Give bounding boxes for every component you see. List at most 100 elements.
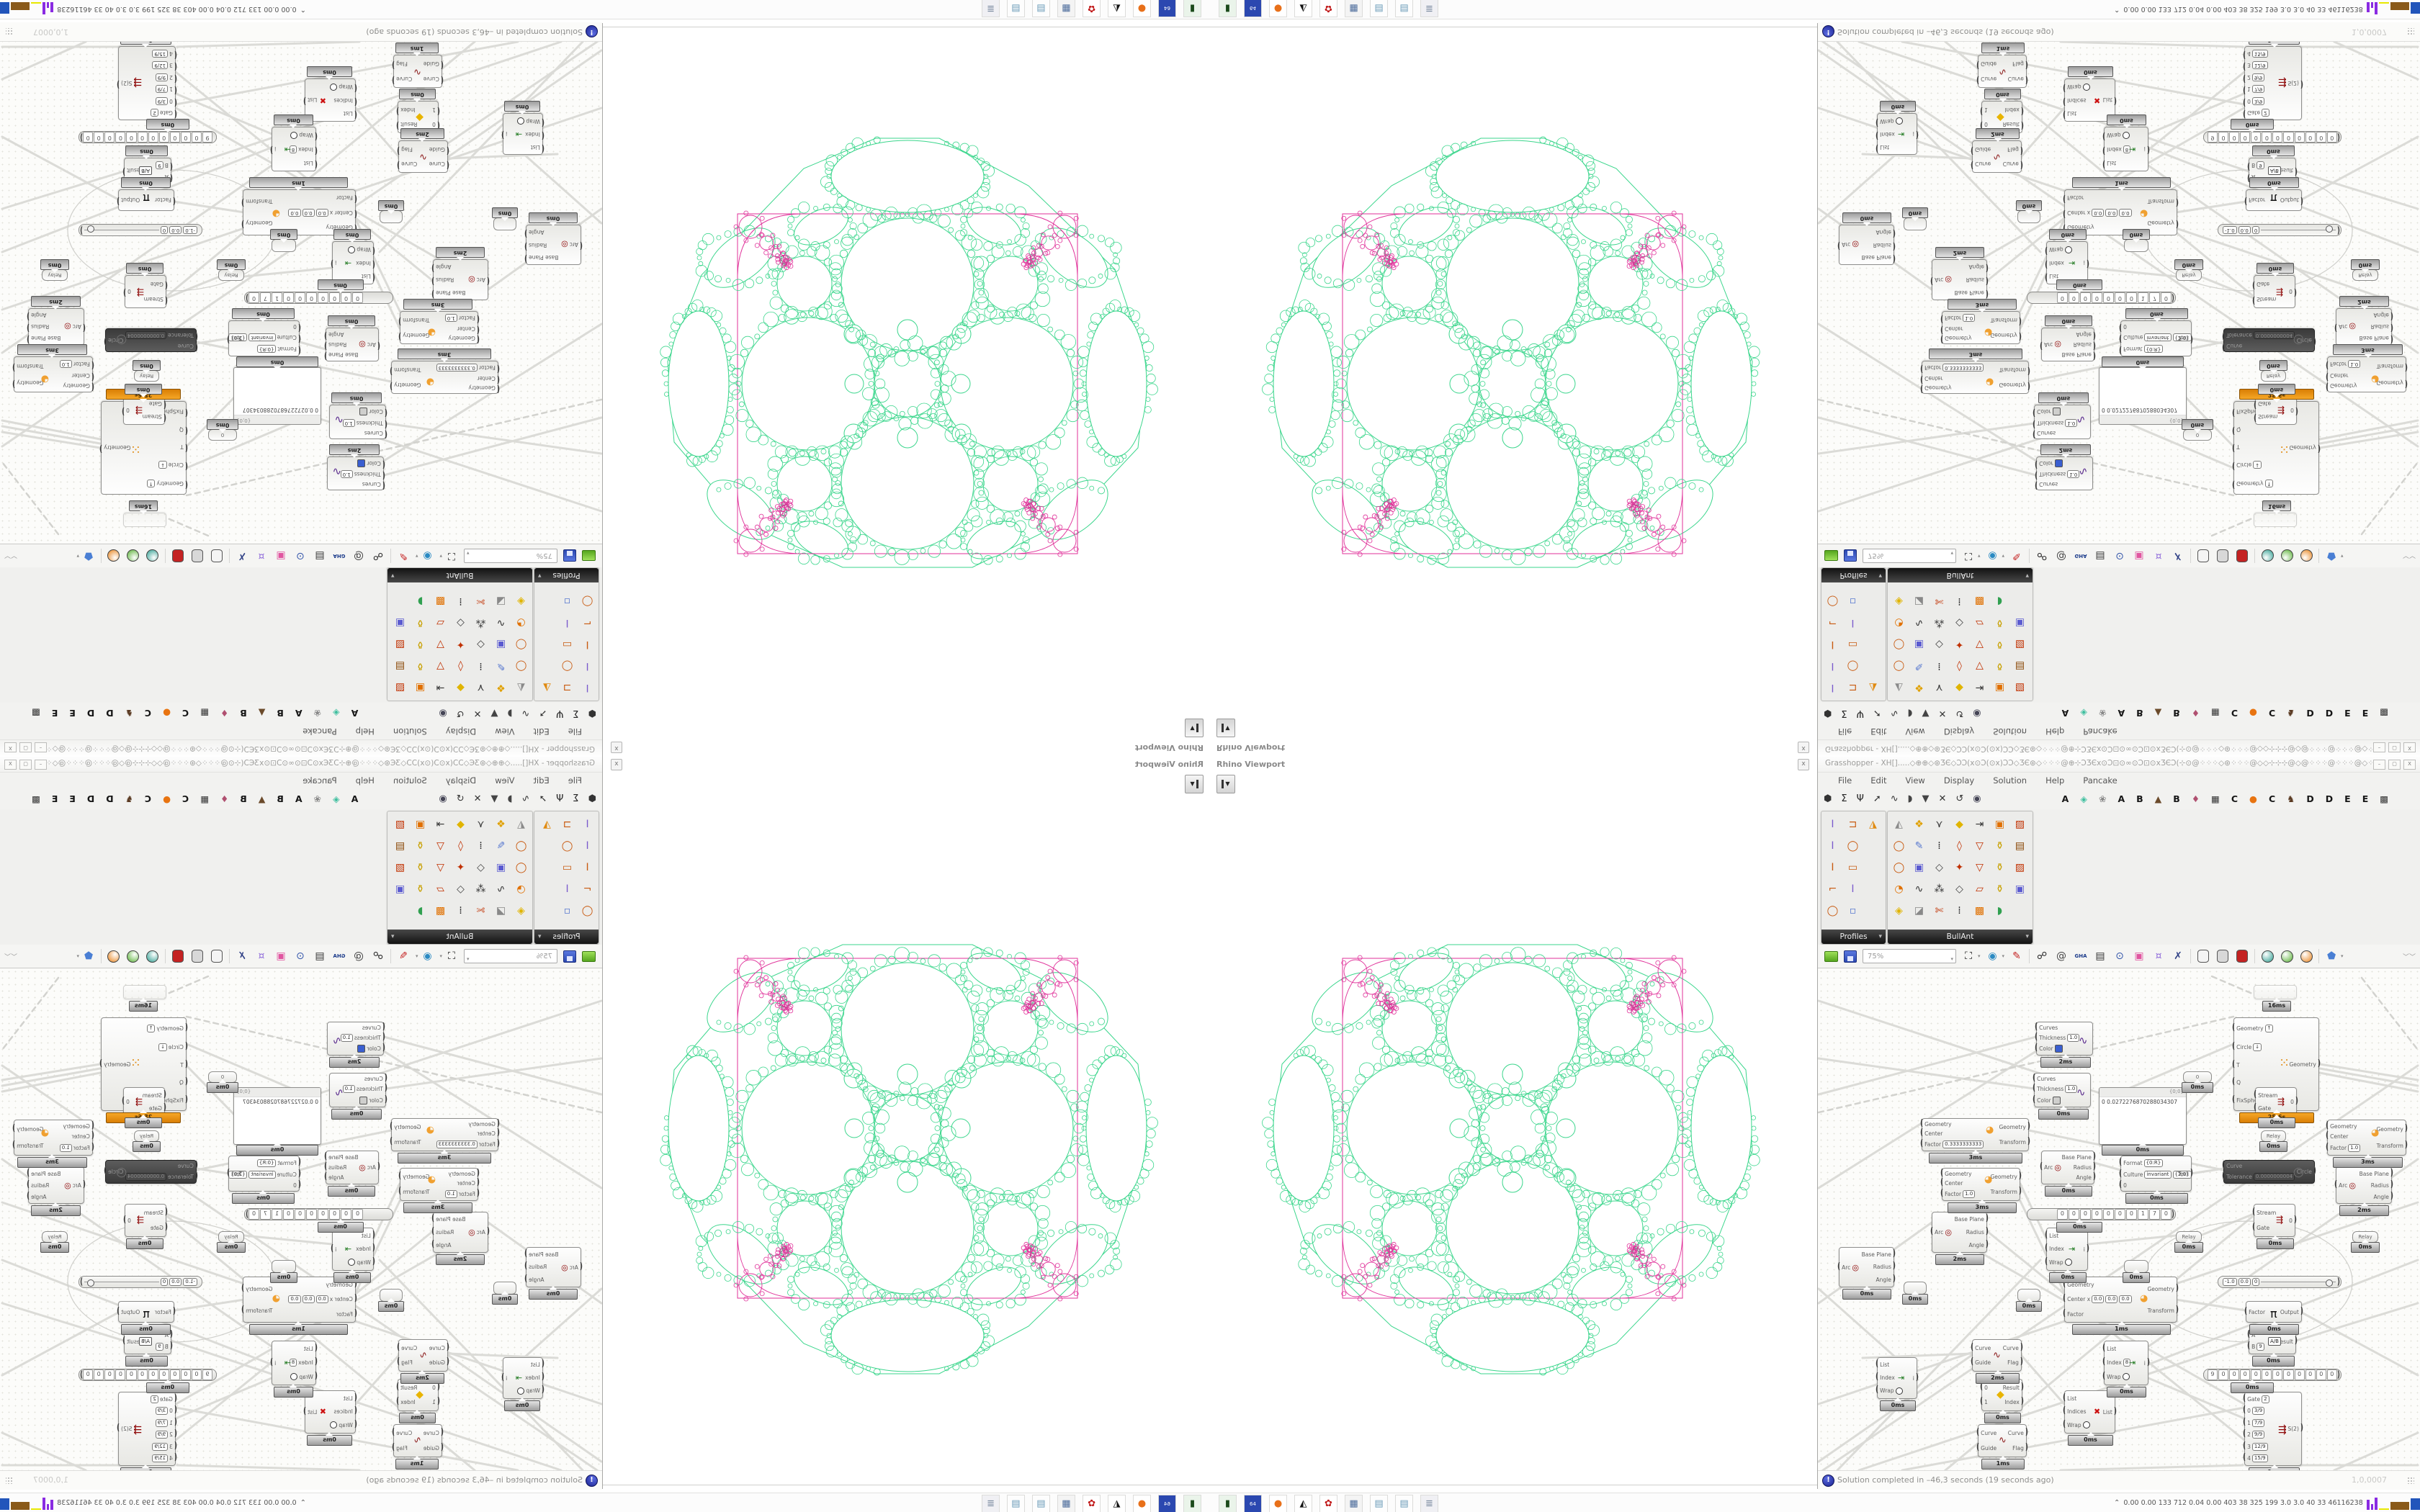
component-icon[interactable]: ◔ xyxy=(1894,883,1904,895)
input-grip[interactable]: ( xyxy=(382,469,385,480)
plugin-tab-7[interactable]: ♦ xyxy=(220,708,229,719)
deconstruct-arc-1[interactable]: (Arc ◎ Base Plane) Radius) Angle) xyxy=(2040,1151,2096,1184)
input-grip[interactable]: ( xyxy=(2119,1169,2123,1179)
value-box[interactable]: 3/9 xyxy=(2251,96,2265,105)
stream-gate-2[interactable]: (Gate 2(0 3/9(1 7/9(2 9/9(3 12/9(4 15/9 S(2)) ⇶ xyxy=(2243,46,2303,120)
scale-d[interactable]: (Geometry(Center(Factor 1.0 Geometry) Trans… xyxy=(2326,1120,2408,1156)
menu-pancake[interactable]: Pancake xyxy=(2083,775,2118,786)
component-icon[interactable] xyxy=(1864,835,1882,856)
intersect-tab[interactable]: ✕ xyxy=(473,793,482,804)
plugin-tab-9[interactable]: C xyxy=(2231,708,2238,719)
input-grip[interactable]: ( xyxy=(354,207,357,218)
input-grip[interactable]: ( xyxy=(354,96,357,107)
component-icon[interactable] xyxy=(2011,591,2029,612)
plugin-tab-4[interactable]: B xyxy=(2136,708,2143,719)
digit-cell[interactable]: 0 xyxy=(2262,1369,2272,1380)
cylinder-wire-icon[interactable] xyxy=(190,949,205,963)
menu-view[interactable]: View xyxy=(495,775,515,786)
digit-cell[interactable]: 0 xyxy=(191,132,202,143)
slider-value[interactable]: 0.0 xyxy=(2238,226,2251,234)
plugin-tab-8[interactable]: ▦ xyxy=(2211,793,2220,804)
output-grip[interactable]: ) xyxy=(2020,159,2023,170)
flip-curve-b[interactable]: (Curve(Guide Curve) Flag) ∿ xyxy=(1976,1424,2028,1457)
transform-tab[interactable]: ↺ xyxy=(1955,793,1964,804)
close-button[interactable]: X xyxy=(2403,760,2416,770)
digit-cell[interactable]: 9 xyxy=(202,1369,213,1380)
component-icon[interactable]: ⚱ xyxy=(416,861,425,873)
input-grip[interactable]: ( xyxy=(2102,158,2106,169)
output-grip[interactable]: ) xyxy=(80,1277,84,1287)
component-icon[interactable]: Ⅰ xyxy=(1831,660,1834,672)
preview-dropdown[interactable]: ▾ xyxy=(415,553,418,559)
input-grip[interactable]: ( xyxy=(184,460,188,471)
input-grip[interactable]: ( xyxy=(184,479,188,490)
open-file-icon[interactable] xyxy=(1824,549,1838,563)
input-grip[interactable]: ( xyxy=(2326,1142,2329,1153)
output-grip[interactable]: ) xyxy=(2025,59,2028,70)
output-grip[interactable]: ) xyxy=(2020,1382,2024,1392)
input-grip[interactable]: ( xyxy=(354,1419,357,1430)
output-grip[interactable]: ) xyxy=(2092,1151,2096,1162)
input-grip[interactable]: ( xyxy=(486,1226,490,1237)
input-grip[interactable]: ( xyxy=(91,359,94,370)
component-icon[interactable]: ⁞ xyxy=(459,904,462,917)
component-icon[interactable]: ◆ xyxy=(1955,818,1963,830)
inkscape-icon[interactable]: ◭ xyxy=(1108,1495,1126,1512)
component-icon[interactable]: ▣ xyxy=(415,682,426,694)
component-icon[interactable]: ▭ xyxy=(1847,639,1858,651)
value-box[interactable]: 7/9 xyxy=(2251,1418,2265,1427)
value-box[interactable]: 8 xyxy=(2123,1358,2131,1367)
input-grip[interactable]: ( xyxy=(436,104,440,115)
input-grip[interactable]: ( xyxy=(1920,1128,1924,1139)
component-icon[interactable]: ◯ xyxy=(581,595,593,608)
output-grip[interactable]: ) xyxy=(324,350,328,361)
component-icon[interactable] xyxy=(2011,900,2029,921)
input-grip[interactable]: ( xyxy=(2243,84,2246,95)
component-icon[interactable]: ◇ xyxy=(1955,617,1963,629)
output-grip[interactable]: ) xyxy=(324,1151,328,1162)
input-grip[interactable]: ( xyxy=(2063,1279,2066,1290)
group-dropdown[interactable]: ▾ xyxy=(2341,553,2344,559)
output-grip[interactable]: ) xyxy=(398,1171,402,1182)
value-box[interactable]: 0.0 xyxy=(288,208,301,217)
output-grip[interactable]: ) xyxy=(2300,78,2303,89)
component-icon[interactable]: ▽ xyxy=(436,840,444,852)
pin-green-icon[interactable] xyxy=(126,949,140,963)
output-grip[interactable]: ) xyxy=(241,197,245,207)
solver-status-icon[interactable]: ! xyxy=(1822,25,1834,37)
component-icon[interactable] xyxy=(538,900,556,921)
digit-cell[interactable]: 7 xyxy=(2148,292,2160,303)
input-grip[interactable]: ( xyxy=(446,1357,449,1368)
input-grip[interactable]: ( xyxy=(496,1138,500,1149)
plugin-tab-2[interactable]: ❀ xyxy=(2098,793,2107,804)
output-grip[interactable]: ) xyxy=(392,59,395,70)
value-box[interactable]: 0.0 xyxy=(302,1295,315,1304)
grasshopper-titlebar[interactable]: Grasshopper - XH[].....◇⊕⊕◇⊛ƷЄ◇ƆƆ(x⊙Ɔ(⊙x… xyxy=(0,739,602,756)
component-icon[interactable]: ⁞ xyxy=(1958,595,1961,608)
output-grip[interactable]: ) xyxy=(2313,1166,2316,1176)
digit-cell[interactable]: 0 xyxy=(295,292,306,303)
input-grip[interactable]: ( xyxy=(2033,428,2036,439)
plugin-tab-16[interactable]: E xyxy=(51,793,58,804)
toggle-circle[interactable] xyxy=(2064,1259,2072,1266)
pin-green-icon[interactable] xyxy=(126,549,140,563)
component-icon[interactable]: ▽ xyxy=(436,660,444,672)
digit-cell[interactable]: 0 xyxy=(248,292,260,303)
plugin-tab-14[interactable]: D xyxy=(86,793,95,804)
digit-cell[interactable]: 0 xyxy=(148,1369,158,1380)
custom-preview-b[interactable]: (Curves(Thickness 1.0(Color ∿ xyxy=(2033,405,2091,439)
digit-cell[interactable]: 0 xyxy=(2102,1209,2114,1220)
menu-solution[interactable]: Solution xyxy=(1993,726,2027,737)
input-grip[interactable]: ( xyxy=(2326,1131,2329,1142)
value-box[interactable]: 9/9 xyxy=(155,73,169,81)
input-grip[interactable]: ( xyxy=(194,330,198,341)
digit-cell[interactable]: 0 xyxy=(2272,132,2283,143)
pi-node[interactable]: (Factor Output) π xyxy=(117,1301,176,1323)
value-box[interactable]: 1.0 xyxy=(2067,470,2080,478)
input-grip[interactable]: ( xyxy=(314,130,318,141)
component-icon[interactable] xyxy=(538,591,556,612)
input-grip[interactable]: ( xyxy=(1940,1178,1944,1189)
output-grip[interactable]: ) xyxy=(2171,1209,2174,1220)
output-grip[interactable]: ) xyxy=(2020,144,2023,155)
digit-cell[interactable]: 0 xyxy=(341,1209,352,1220)
